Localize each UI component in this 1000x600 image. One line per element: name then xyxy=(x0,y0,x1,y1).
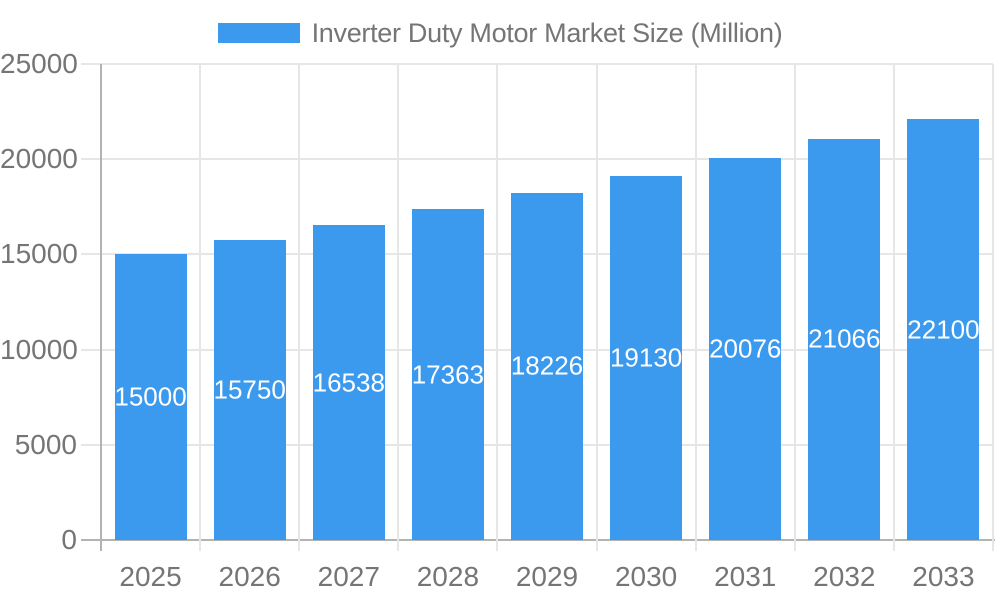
y-axis-tick-label: 10000 xyxy=(0,333,78,365)
x-axis-tick-label: 2031 xyxy=(714,561,777,592)
y-axis-tick-label: 0 xyxy=(61,524,77,555)
bar xyxy=(808,138,881,540)
y-axis-line xyxy=(100,64,102,540)
bar-value-label: 17363 xyxy=(411,359,485,390)
bar xyxy=(312,225,385,540)
y-axis-tick-label: 25000 xyxy=(0,48,78,79)
bar-value-label: 18226 xyxy=(510,350,584,381)
gridline-vertical xyxy=(397,64,400,540)
bar xyxy=(709,157,782,540)
bar-value-label: 22100 xyxy=(907,314,980,345)
bar-value-label: 21066 xyxy=(808,323,881,354)
bar xyxy=(213,240,286,540)
bar xyxy=(411,209,484,540)
x-axis-tick xyxy=(992,540,994,551)
x-axis-tick xyxy=(595,540,598,551)
gridline-vertical xyxy=(892,64,895,540)
x-axis-tick-label: 2026 xyxy=(218,561,281,592)
y-axis-tick xyxy=(81,348,101,351)
y-axis-tick-label: 5000 xyxy=(14,428,77,460)
y-axis-tick xyxy=(81,253,101,256)
gridline-vertical xyxy=(694,64,697,540)
x-axis-tick xyxy=(199,540,202,551)
y-axis-tick xyxy=(81,158,101,161)
x-axis-line xyxy=(101,539,995,541)
x-axis-tick-label: 2027 xyxy=(317,561,380,592)
x-axis-tick-label: 2033 xyxy=(912,561,975,592)
bar xyxy=(610,175,683,540)
x-axis-tick xyxy=(892,540,895,551)
x-axis-tick xyxy=(694,540,697,551)
x-axis-tick xyxy=(100,540,102,551)
legend[interactable]: Inverter Duty Motor Market Size (Million… xyxy=(0,13,1000,53)
x-axis-tick xyxy=(397,540,400,551)
bar-value-label: 19130 xyxy=(609,342,683,373)
y-axis-tick xyxy=(81,63,101,65)
gridline-horizontal xyxy=(101,63,993,65)
y-axis-tick-label: 15000 xyxy=(0,238,78,270)
x-axis-tick-label: 2030 xyxy=(614,561,678,592)
gridline-vertical xyxy=(992,64,994,540)
gridline-horizontal xyxy=(101,158,993,161)
x-axis-tick xyxy=(496,540,499,551)
x-axis-tick-label: 2025 xyxy=(119,561,182,592)
bar-value-label: 15750 xyxy=(213,374,286,405)
bar xyxy=(511,192,583,540)
x-axis-tick xyxy=(793,540,796,551)
bar-value-label: 15000 xyxy=(114,381,187,412)
bar-value-label: 16538 xyxy=(312,367,385,398)
y-axis-tick-label: 20000 xyxy=(0,143,78,175)
bar xyxy=(907,119,980,540)
bar xyxy=(114,254,187,540)
gridline-vertical xyxy=(496,64,499,540)
x-axis-tick-label: 2029 xyxy=(515,561,579,592)
bar-value-label: 20076 xyxy=(709,333,782,364)
gridline-vertical xyxy=(793,64,796,540)
x-axis-tick-label: 2028 xyxy=(416,561,480,592)
y-axis-tick xyxy=(81,443,101,446)
gridline-vertical xyxy=(298,64,301,540)
y-axis-tick xyxy=(81,539,101,541)
gridline-vertical xyxy=(199,64,202,540)
x-axis-tick-label: 2032 xyxy=(813,561,876,592)
legend-label[interactable]: Inverter Duty Motor Market Size (Million… xyxy=(311,17,783,48)
gridline-vertical xyxy=(595,64,598,540)
legend-swatch[interactable] xyxy=(217,23,300,43)
x-axis-tick xyxy=(298,540,301,551)
